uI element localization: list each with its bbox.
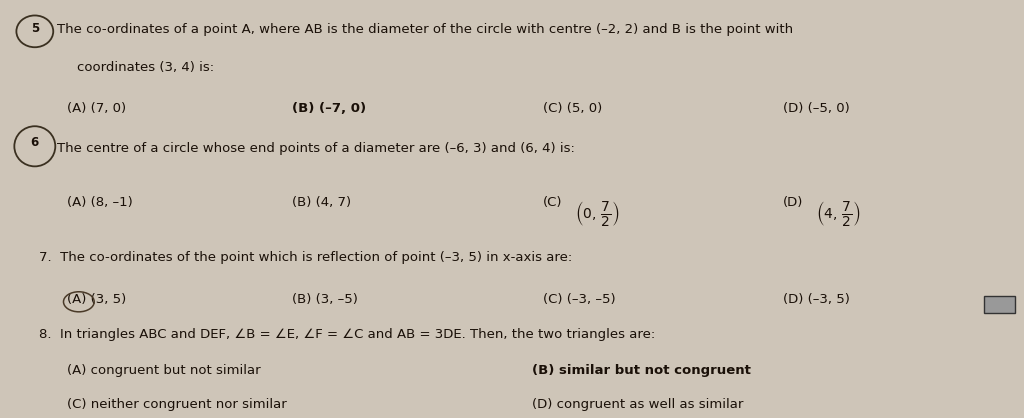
Text: 5: 5 xyxy=(31,21,39,35)
Text: (C) neither congruent nor similar: (C) neither congruent nor similar xyxy=(67,398,287,411)
Text: 7.  The co-ordinates of the point which is reflection of point (–3, 5) in x-axis: 7. The co-ordinates of the point which i… xyxy=(39,251,572,264)
Text: (A) (8, –1): (A) (8, –1) xyxy=(67,196,132,209)
Text: A1: A1 xyxy=(992,300,1007,310)
Text: coordinates (3, 4) is:: coordinates (3, 4) is: xyxy=(77,61,214,74)
Text: (B) (4, 7): (B) (4, 7) xyxy=(292,196,351,209)
Text: 6: 6 xyxy=(31,135,39,149)
Text: $\left(4,\,\dfrac{7}{2}\right)$: $\left(4,\,\dfrac{7}{2}\right)$ xyxy=(816,199,861,227)
Text: (C): (C) xyxy=(543,196,562,209)
Text: (A) (7, 0): (A) (7, 0) xyxy=(67,102,126,115)
Text: (B) (3, –5): (B) (3, –5) xyxy=(292,293,357,306)
Text: (D) congruent as well as similar: (D) congruent as well as similar xyxy=(532,398,743,411)
FancyBboxPatch shape xyxy=(984,296,1015,313)
Text: (D) (–5, 0): (D) (–5, 0) xyxy=(783,102,850,115)
Text: (D) (–3, 5): (D) (–3, 5) xyxy=(783,293,850,306)
Text: (D): (D) xyxy=(783,196,804,209)
Text: (A) congruent but not similar: (A) congruent but not similar xyxy=(67,364,260,377)
Text: (B) similar but not congruent: (B) similar but not congruent xyxy=(532,364,752,377)
Text: 8.  In triangles ABC and DEF, ∠B = ∠E, ∠F = ∠C and AB = 3DE. Then, the two trian: 8. In triangles ABC and DEF, ∠B = ∠E, ∠F… xyxy=(39,328,655,341)
Text: The centre of a circle whose end points of a diameter are (–6, 3) and (6, 4) is:: The centre of a circle whose end points … xyxy=(57,142,575,155)
Text: (A) (3, 5): (A) (3, 5) xyxy=(67,293,126,306)
Text: The co-ordinates of a point A, where AB is the diameter of the circle with centr: The co-ordinates of a point A, where AB … xyxy=(57,23,794,36)
Text: $\left(0,\,\dfrac{7}{2}\right)$: $\left(0,\,\dfrac{7}{2}\right)$ xyxy=(575,199,621,227)
Text: (C) (5, 0): (C) (5, 0) xyxy=(543,102,602,115)
Text: (C) (–3, –5): (C) (–3, –5) xyxy=(543,293,615,306)
Text: (B) (–7, 0): (B) (–7, 0) xyxy=(292,102,366,115)
